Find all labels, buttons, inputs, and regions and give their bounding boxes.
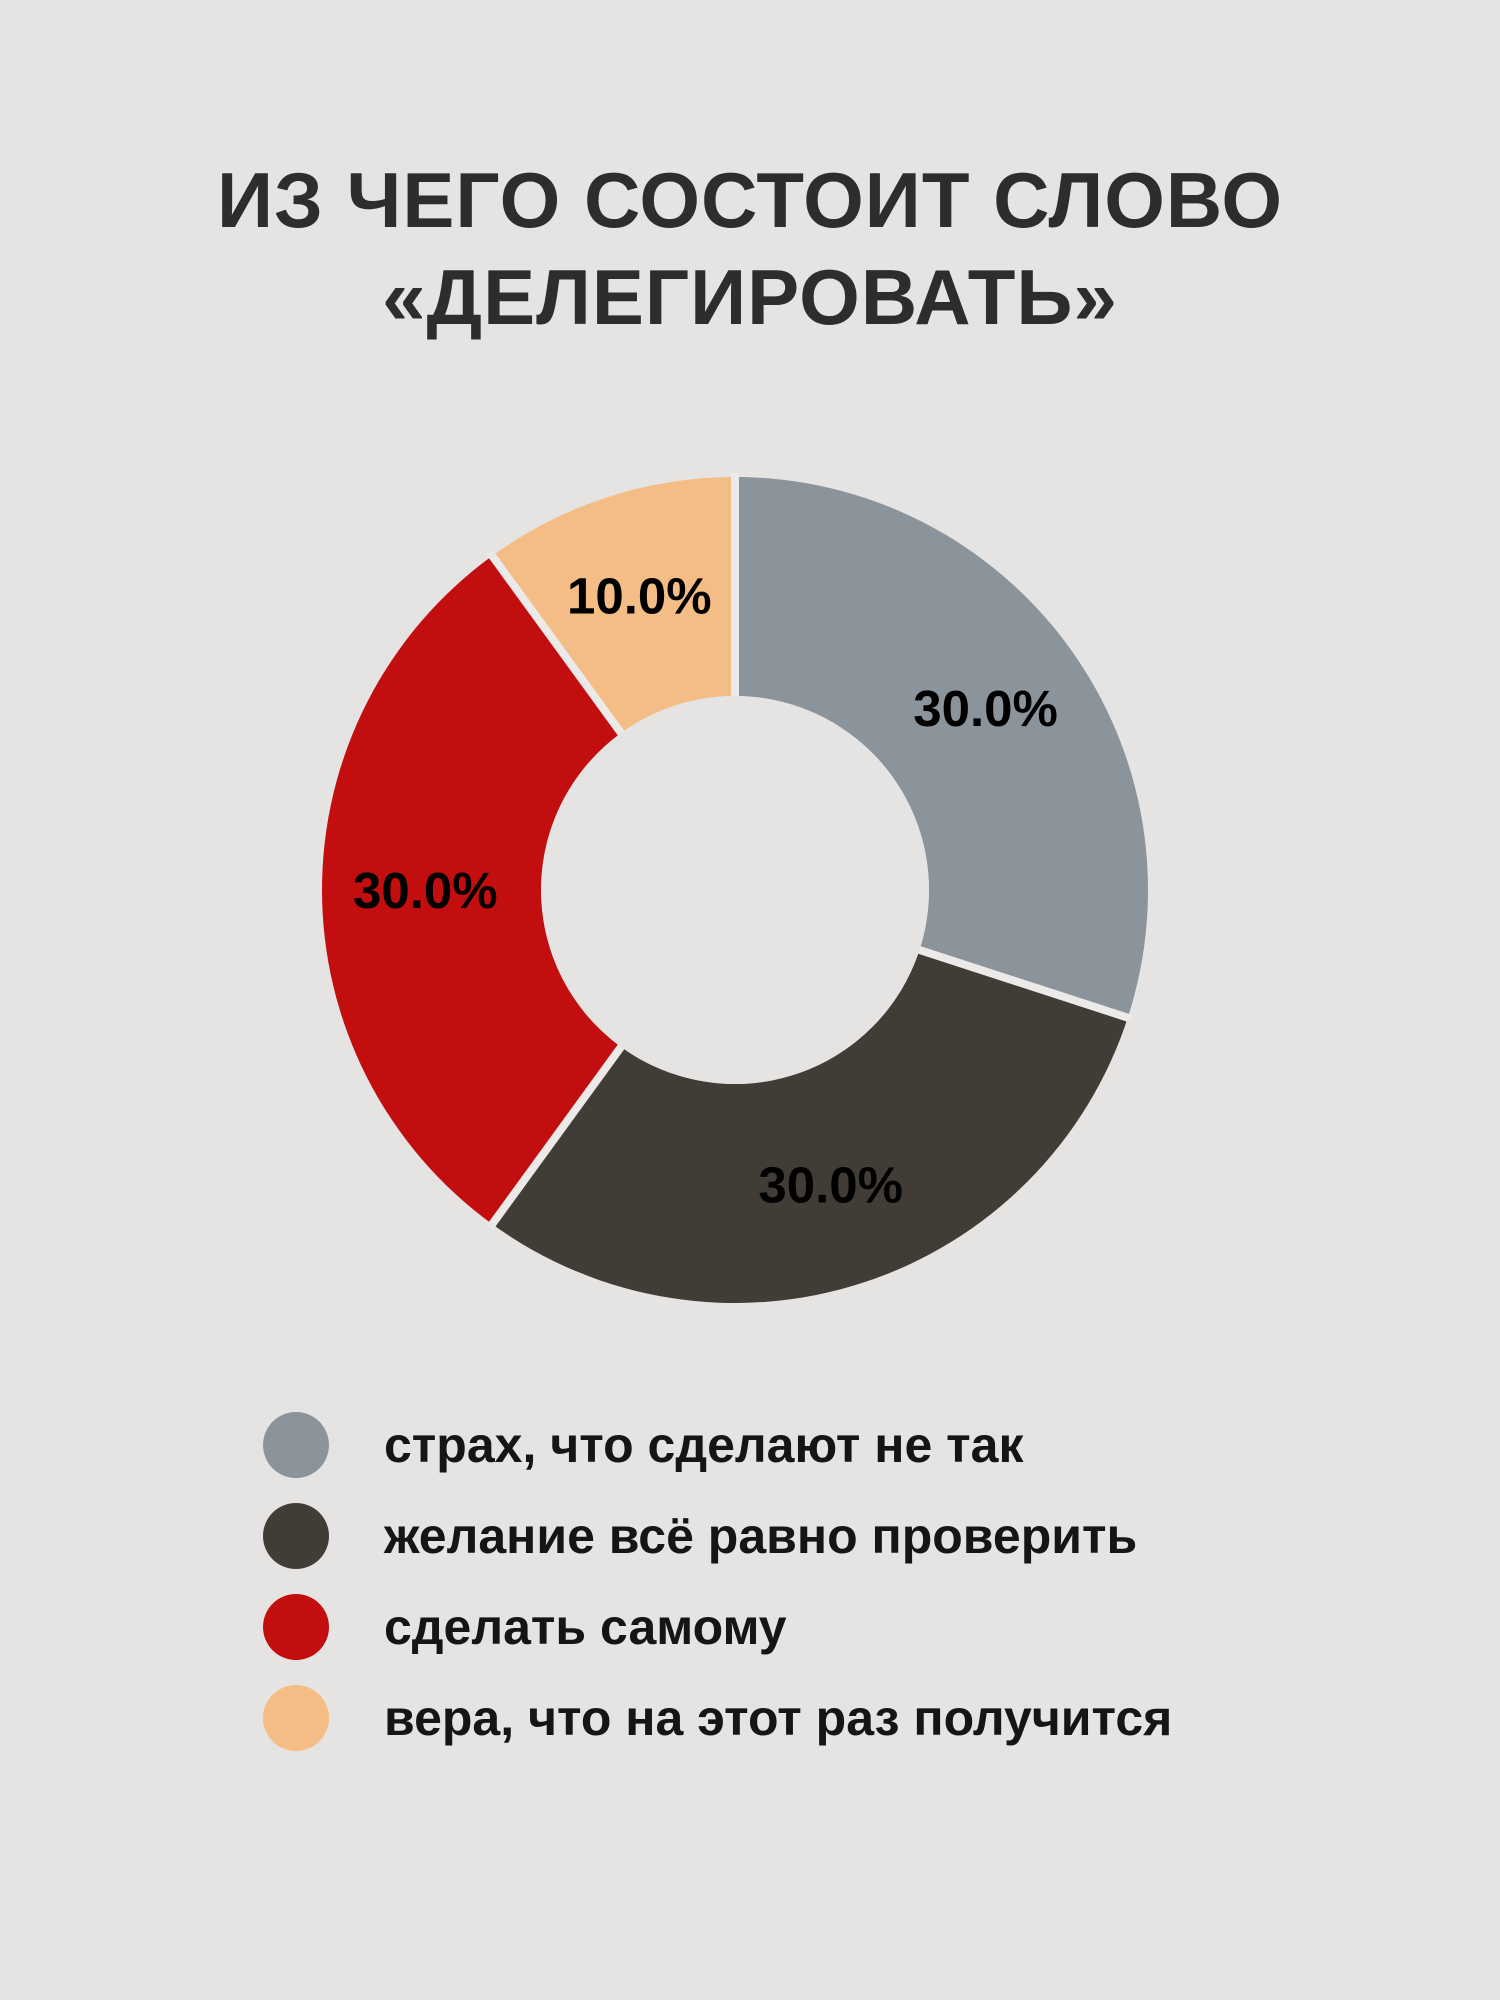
- legend-marker-circle: [263, 1412, 329, 1478]
- donut-hole: [541, 696, 929, 1084]
- chart-title-line-1: ИЗ ЧЕГО СОСТОИТ СЛОВО: [216, 156, 1283, 244]
- slice-percent-label: 30.0%: [353, 862, 498, 919]
- legend-item-label: вера, что на этот раз получится: [384, 1690, 1173, 1746]
- legend-item: страх, что сделают не так: [263, 1412, 1172, 1478]
- legend-marker-circle: [263, 1685, 329, 1751]
- legend-item: вера, что на этот раз получится: [263, 1685, 1172, 1751]
- donut-slice: [321, 555, 621, 1225]
- legend-marker-circle: [263, 1503, 329, 1569]
- donut-slice: [735, 477, 1149, 1018]
- chart-title: ИЗ ЧЕГО СОСТОИТ СЛОВО «ДЕЛЕГИРОВАТЬ»: [0, 152, 1500, 346]
- legend-item: желание всё равно проверить: [263, 1503, 1172, 1569]
- legend-item-label: сделать самому: [384, 1599, 787, 1655]
- chart-title-line-2: «ДЕЛЕГИРОВАТЬ»: [382, 253, 1118, 341]
- slice-percent-label: 10.0%: [567, 567, 712, 624]
- slice-percent-label: 30.0%: [913, 680, 1058, 737]
- chart-legend: страх, что сделают не так желание всё ра…: [263, 1412, 1172, 1751]
- legend-item-label: страх, что сделают не так: [384, 1417, 1024, 1473]
- legend-item-label: желание всё равно проверить: [384, 1508, 1138, 1564]
- donut-slice: [492, 477, 735, 734]
- legend-marker-circle: [263, 1594, 329, 1660]
- donut-slice: [492, 949, 1128, 1304]
- slice-percent-label: 30.0%: [758, 1157, 903, 1214]
- legend-item: сделать самому: [263, 1594, 1172, 1660]
